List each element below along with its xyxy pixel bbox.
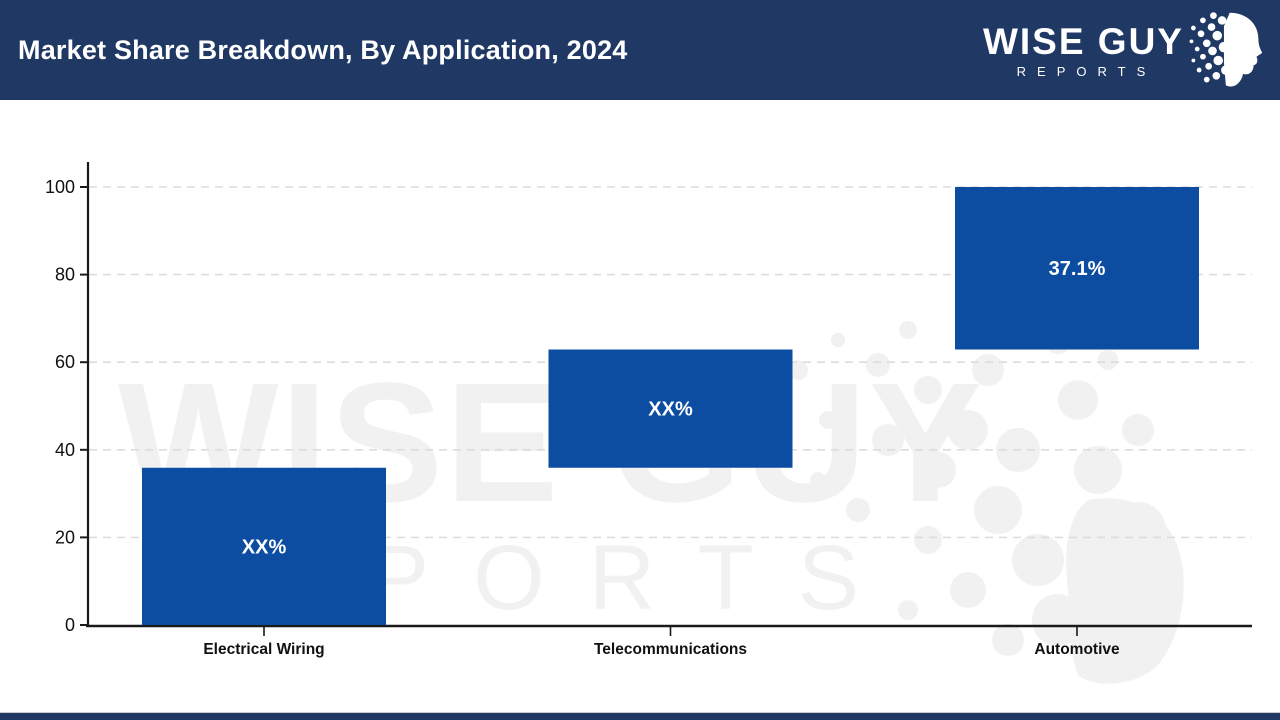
- bar-value-label: XX%: [242, 536, 287, 558]
- x-category-label: Telecommunications: [594, 641, 747, 658]
- waterfall-chart: 0 20 40 60 80 100 XX% Electrical Wiring XX% Telec…: [45, 162, 1252, 658]
- y-tick-label: 40: [55, 440, 75, 460]
- bar-value-label: 37.1%: [1049, 258, 1106, 280]
- x-category-label: Electrical Wiring: [203, 641, 324, 658]
- chart-area: WISE GUY REPORTS 0 20 40 60 80 100 XX% Electric…: [0, 100, 1280, 713]
- brand-name: WISE GUY: [982, 20, 1184, 62]
- footer-bar: [0, 713, 1280, 720]
- bar-value-label: XX%: [648, 399, 693, 421]
- brand-logo: WISE GUY REPORTS: [983, 7, 1266, 93]
- header-bar: Market Share Breakdown, By Application, …: [0, 0, 1280, 100]
- bar-segment: [548, 349, 793, 468]
- footer-hairline: [0, 712, 1280, 713]
- x-category-label: Automotive: [1034, 641, 1120, 658]
- page-title: Market Share Breakdown, By Application, …: [18, 34, 628, 65]
- y-tick-label: 20: [55, 527, 75, 547]
- brand-tagline: REPORTS: [1016, 63, 1157, 79]
- y-tick-label: 60: [55, 352, 75, 372]
- watermark-face-dots-icon: [788, 321, 1184, 684]
- y-tick-label: 80: [55, 265, 75, 285]
- brand-text: WISE GUY REPORTS: [983, 23, 1184, 78]
- bar-segment: [955, 187, 1199, 350]
- y-tick-label: 0: [65, 615, 75, 635]
- y-tick-label: 100: [45, 177, 75, 197]
- bar-segment: [142, 467, 386, 625]
- wise-guy-face-icon: [1189, 12, 1263, 87]
